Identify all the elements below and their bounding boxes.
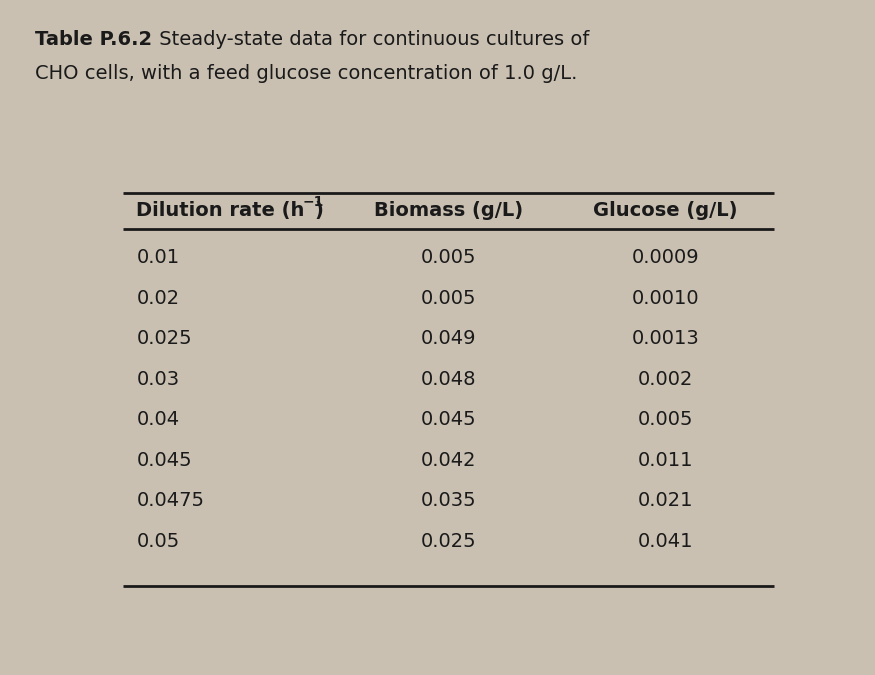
Text: 0.03: 0.03 [136,370,179,389]
Text: 0.05: 0.05 [136,532,179,551]
Text: 0.035: 0.035 [421,491,476,510]
Text: 0.0013: 0.0013 [632,329,699,348]
Text: 0.02: 0.02 [136,289,179,308]
Text: 0.011: 0.011 [638,451,693,470]
Text: Biomass (g/L): Biomass (g/L) [374,201,523,221]
Text: 0.049: 0.049 [421,329,476,348]
Text: 0.005: 0.005 [421,289,476,308]
Text: 0.0475: 0.0475 [136,491,205,510]
Text: −1: −1 [303,194,324,209]
Text: CHO cells, with a feed glucose concentration of 1.0 g/L.: CHO cells, with a feed glucose concentra… [35,64,578,83]
Text: 0.005: 0.005 [638,410,693,429]
Text: Table P.6.2: Table P.6.2 [35,30,152,49]
Text: 0.021: 0.021 [638,491,693,510]
Text: 0.045: 0.045 [136,451,192,470]
Text: 0.041: 0.041 [638,532,693,551]
Text: 0.045: 0.045 [421,410,476,429]
Text: 0.01: 0.01 [136,248,179,267]
Text: Glucose (g/L): Glucose (g/L) [593,201,738,221]
Text: 0.025: 0.025 [421,532,476,551]
Text: 0.005: 0.005 [421,248,476,267]
Text: 0.002: 0.002 [638,370,693,389]
Text: 0.04: 0.04 [136,410,179,429]
Text: Steady-state data for continuous cultures of: Steady-state data for continuous culture… [153,30,590,49]
Text: 0.048: 0.048 [421,370,476,389]
Text: ): ) [314,201,323,221]
Text: 0.042: 0.042 [421,451,476,470]
Text: 0.0010: 0.0010 [632,289,699,308]
Text: Dilution rate (h: Dilution rate (h [136,201,304,221]
Text: 0.025: 0.025 [136,329,192,348]
Text: 0.0009: 0.0009 [632,248,699,267]
